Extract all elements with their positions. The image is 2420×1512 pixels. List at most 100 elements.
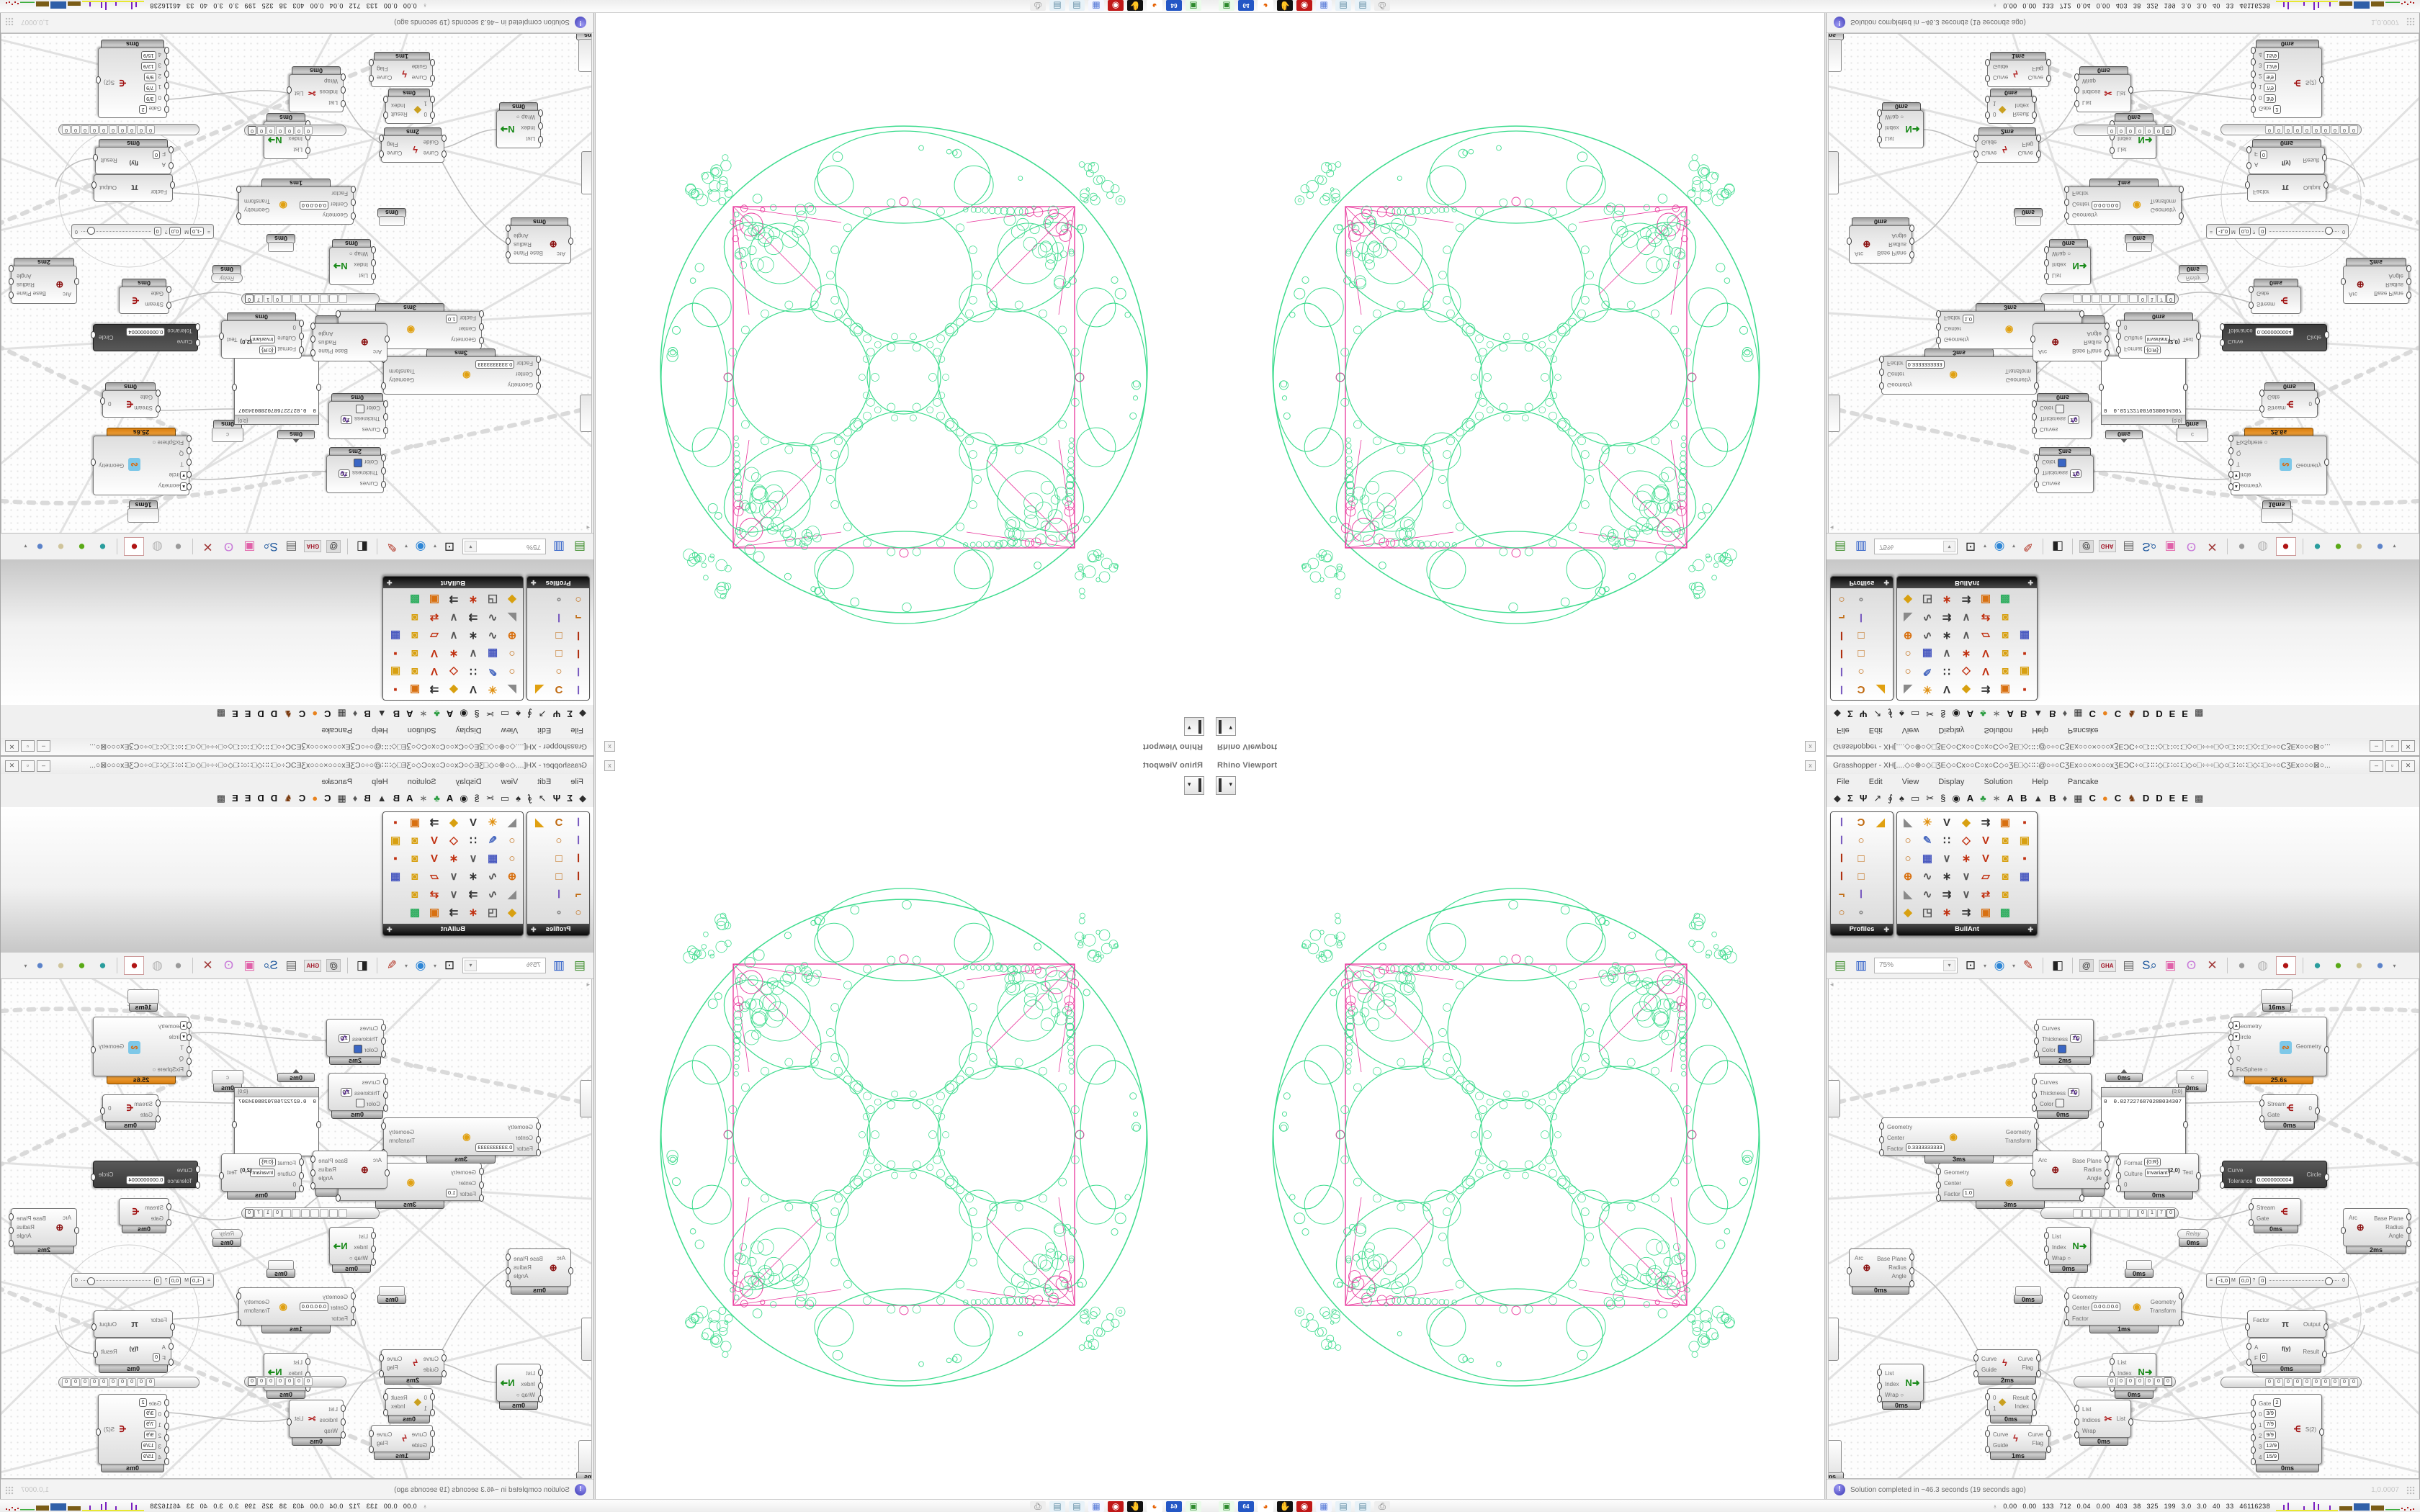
gh-component-node[interactable]: Arc Base Plane Radius Angle ⊕ — [506, 225, 573, 264]
toolbar-icon[interactable]: ● — [2334, 540, 2342, 554]
palette-icon[interactable]: ○ — [555, 834, 563, 847]
palette-icon[interactable]: ◢ — [1876, 816, 1885, 829]
out-port[interactable] — [96, 1428, 101, 1436]
palette-icon[interactable]: ◙ — [2002, 870, 2009, 883]
category-tab-icon[interactable]: ♞ — [2128, 708, 2136, 719]
in-port[interactable] — [1879, 1122, 1884, 1130]
taskbar-icon[interactable]: ✋ — [1127, 0, 1143, 12]
menu-item-view[interactable]: View — [501, 726, 519, 734]
category-tab-icon[interactable]: E — [2169, 793, 2176, 804]
in-port[interactable] — [2249, 302, 2254, 309]
in-port[interactable] — [371, 246, 376, 253]
canvas-stub-node[interactable]: c — [212, 428, 243, 442]
palette-icon[interactable]: ∿ — [488, 870, 498, 883]
taskbar-icon[interactable]: ▦ — [1088, 1500, 1104, 1512]
palette-icon[interactable]: ◆ — [508, 906, 516, 919]
palette-icon[interactable] — [1872, 644, 1889, 662]
bullant-panel-label[interactable]: BullAnt ✚ — [1897, 577, 2037, 588]
palette-icon[interactable]: ▦ — [1922, 647, 1933, 660]
category-tab-icon[interactable]: ◆ — [579, 708, 586, 719]
palette-icon[interactable]: ∿ — [1922, 870, 1932, 883]
category-tab-icon[interactable]: E — [2169, 708, 2176, 719]
category-tab-icon[interactable]: ▩ — [216, 793, 226, 804]
palette-icon[interactable]: ○ — [508, 647, 516, 660]
out-port[interactable] — [2034, 1122, 2039, 1130]
in-port[interactable] — [1973, 1370, 1978, 1377]
palette-icon[interactable]: ∨ — [1942, 647, 1951, 660]
out-port[interactable] — [310, 1169, 315, 1176]
palette-icon[interactable]: Ⅰ — [576, 647, 581, 660]
param-value-box[interactable]: 9/9 — [2264, 73, 2276, 82]
param-value-box[interactable]: 15/9 — [2264, 1452, 2280, 1461]
out-port[interactable] — [2079, 1194, 2084, 1202]
in-port[interactable] — [1847, 1266, 1852, 1274]
gh-component-node[interactable]: Stream Gate Ψ — [2249, 1198, 2301, 1226]
palette-icon[interactable]: ◇ — [1962, 665, 1971, 678]
out-port[interactable] — [506, 1266, 511, 1274]
canvas-stub-node[interactable] — [379, 216, 405, 226]
param-value-box[interactable]: Invariant — [250, 335, 276, 344]
palette-icon[interactable]: Ɔ — [555, 816, 563, 829]
in-port[interactable] — [381, 1050, 386, 1058]
slider-handle[interactable]: 0 — [248, 126, 256, 135]
palette-icon[interactable]: ∿ — [488, 611, 498, 624]
palette-icon[interactable]: ○ — [508, 834, 516, 847]
palette-icon[interactable]: ▣ — [390, 834, 401, 847]
taskbar-icon[interactable]: ⎙ — [1030, 1500, 1046, 1512]
in-port[interactable] — [351, 1292, 356, 1300]
palette-icon[interactable]: V — [431, 647, 439, 660]
out-port[interactable] — [91, 459, 96, 467]
chevron-down-icon[interactable]: ▾ — [465, 541, 477, 552]
close-icon[interactable]: x — [1805, 760, 1816, 771]
chevron-down-icon[interactable]: ▾ — [2012, 962, 2016, 969]
chevron-down-icon[interactable]: ▾ — [24, 543, 27, 550]
in-port[interactable] — [2034, 454, 2039, 462]
gh-component-node[interactable]: List Index Wrap ○ N➜ — [329, 246, 376, 285]
category-tab-icon[interactable]: ◉ — [460, 793, 468, 804]
out-port[interactable] — [369, 1446, 374, 1453]
menu-item-edit[interactable]: Edit — [1868, 778, 1883, 786]
category-tab-icon[interactable]: Ψ — [1859, 708, 1868, 719]
at-icon[interactable]: @ — [2079, 540, 2094, 553]
out-port[interactable] — [2315, 397, 2320, 405]
palette-icon[interactable]: ⊕ — [1903, 629, 1913, 642]
color-swatch[interactable] — [355, 405, 364, 414]
palette-icon[interactable]: □ — [555, 852, 563, 865]
in-port[interactable] — [299, 1185, 304, 1192]
close-icon[interactable]: x — [604, 760, 615, 771]
param-value-box[interactable]: 0.0000000004 — [126, 328, 166, 337]
out-port[interactable] — [2079, 310, 2084, 318]
in-port[interactable] — [187, 1033, 192, 1041]
palette-icon[interactable]: ∷ — [1943, 665, 1950, 678]
out-port[interactable] — [2323, 1323, 2329, 1331]
gh-component-node[interactable]: Arc Base Plane Radius Angle ⊕ — [9, 265, 79, 304]
in-port[interactable] — [536, 356, 541, 363]
category-tab-icon[interactable]: C — [324, 708, 331, 719]
canvas-stub-node[interactable] — [580, 1080, 592, 1117]
category-tab-icon[interactable]: ▦ — [2074, 708, 2083, 719]
palette-icon[interactable]: Ⅰ — [1839, 683, 1844, 696]
gh-component-node[interactable]: List Index Wrap ○ N➜ — [1877, 1364, 1924, 1403]
out-port[interactable] — [9, 1213, 14, 1220]
in-port[interactable] — [299, 320, 304, 327]
out-port[interactable] — [93, 154, 98, 161]
param-value-box[interactable]: {0:R} — [259, 1157, 276, 1166]
taskbar-icon[interactable]: ◕ — [1258, 1500, 1273, 1512]
gh-component-node[interactable]: Factor Output π — [91, 1310, 175, 1338]
out-port[interactable] — [100, 1107, 105, 1115]
in-port[interactable] — [341, 1418, 346, 1426]
toolbar-icon[interactable]: ● — [57, 958, 65, 972]
palette-icon[interactable]: ⇄ — [429, 888, 439, 901]
palette-icon[interactable]: ▦ — [487, 852, 498, 865]
category-tab-icon[interactable]: ✂ — [485, 708, 494, 719]
palette-icon[interactable] — [2016, 904, 2033, 922]
slider-value-box[interactable]: 0 — [153, 1276, 161, 1285]
slider-value-box[interactable]: 0 — [153, 227, 161, 236]
param-value-box[interactable]: 0.0 0.0 0.0 — [299, 201, 328, 210]
in-port[interactable] — [2251, 94, 2256, 102]
resize-grip[interactable] — [2406, 1486, 2415, 1495]
gh-component-node[interactable]: Curve Guide Curve Flag ϟ — [369, 1425, 435, 1453]
palette-icon[interactable]: ∨ — [1962, 870, 1971, 883]
toolbar-icon[interactable]: ▤ — [1834, 958, 1847, 972]
in-port[interactable] — [341, 73, 346, 81]
